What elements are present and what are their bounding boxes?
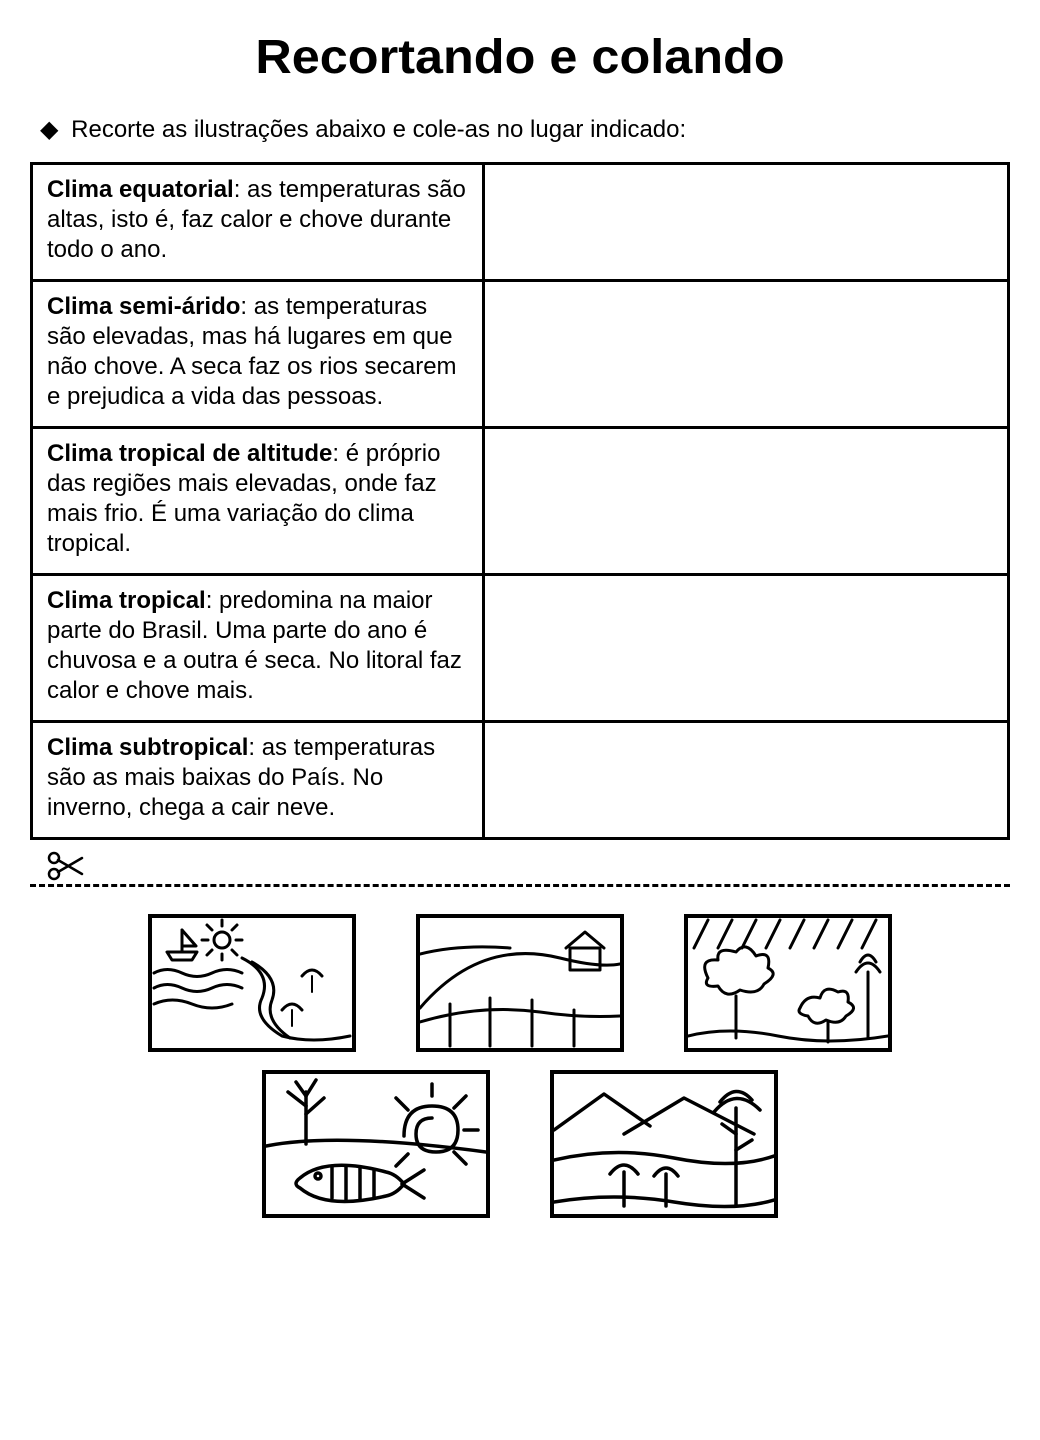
paste-target[interactable] [483,428,1008,575]
cutout-drought-fish[interactable] [262,1070,490,1218]
climate-cell: Clima subtropical: as temperaturas são a… [32,722,484,839]
cut-line [30,858,1010,888]
instruction-text: Recorte as ilustrações abaixo e cole-as … [71,116,686,143]
savanna-trees-scene-icon [554,1074,774,1214]
scissors-icon [44,850,84,882]
cutouts-row-1 [148,914,892,1052]
hill-house-scene-icon [420,918,620,1048]
climate-term: Clima semi-árido [47,293,240,320]
climate-cell: Clima semi-árido: as temperaturas são el… [32,281,484,428]
cut-dashes [30,884,1010,887]
paste-target[interactable] [483,164,1008,281]
table-row: Clima semi-árido: as temperaturas são el… [32,281,1009,428]
drought-fish-scene-icon [266,1074,486,1214]
cutout-beach[interactable] [148,914,356,1052]
paste-target[interactable] [483,575,1008,722]
cutouts-row-2 [262,1070,778,1218]
beach-scene-icon [152,918,352,1048]
climate-cell: Clima tropical de altitude: é próprio da… [32,428,484,575]
climate-term: Clima tropical de altitude [47,440,332,467]
climate-cell: Clima equatorial: as temperaturas são al… [32,164,484,281]
cutout-rainforest[interactable] [684,914,892,1052]
page-title: Recortando e colando [6,30,1035,85]
table-row: Clima equatorial: as temperaturas são al… [32,164,1009,281]
rainforest-scene-icon [688,918,888,1048]
table-row: Clima tropical de altitude: é próprio da… [32,428,1009,575]
climate-term: Clima tropical [47,587,206,614]
cutout-hill-house[interactable] [416,914,624,1052]
climate-term: Clima equatorial [47,176,234,203]
instruction-line: ◆ Recorte as ilustrações abaixo e cole-a… [40,115,1010,144]
climate-table: Clima equatorial: as temperaturas são al… [30,162,1010,840]
cutouts-area [30,914,1010,1218]
diamond-bullet-icon: ◆ [40,116,58,143]
cutout-savanna-trees[interactable] [550,1070,778,1218]
table-row: Clima tropical: predomina na maior parte… [32,575,1009,722]
paste-target[interactable] [483,722,1008,839]
climate-term: Clima subtropical [47,734,248,761]
climate-cell: Clima tropical: predomina na maior parte… [32,575,484,722]
table-row: Clima subtropical: as temperaturas são a… [32,722,1009,839]
paste-target[interactable] [483,281,1008,428]
